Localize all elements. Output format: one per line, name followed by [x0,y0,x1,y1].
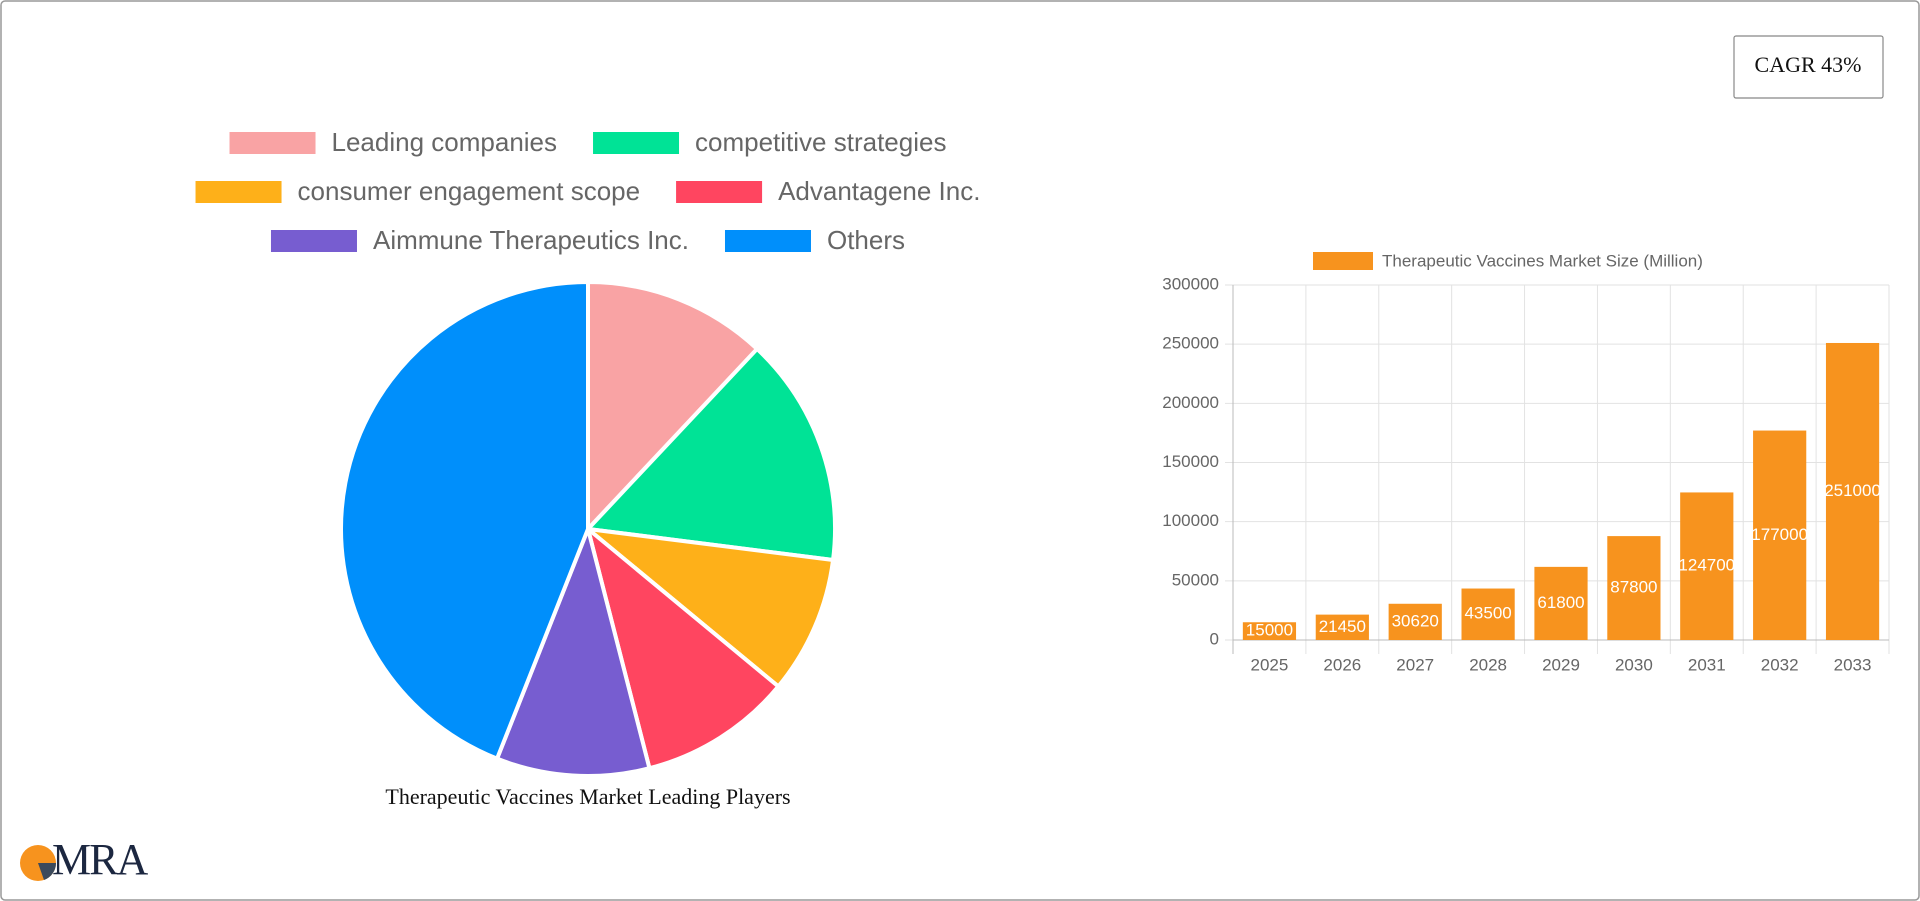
y-tick-label: 0 [1210,629,1219,648]
bar-value-label: 61800 [1537,593,1584,612]
bar [1607,536,1661,640]
cagr-label: CAGR 43% [1755,52,1862,77]
legend-swatch [593,132,680,154]
x-tick-label: 2031 [1688,655,1726,674]
bar-value-label: 177000 [1751,525,1808,544]
pie-slice [581,526,836,690]
bar [1461,588,1515,640]
legend-label: competitive strategies [695,127,946,157]
y-tick-label: 50000 [1172,570,1219,589]
x-tick-label: 2026 [1323,655,1361,674]
x-tick-label: 2027 [1396,655,1434,674]
legend-swatch [270,230,357,252]
legend-label: Others [827,225,905,255]
bar [1753,430,1807,640]
bar-value-label: 124700 [1678,556,1735,575]
bar-value-label: 43500 [1464,604,1511,623]
logo: MRA [20,835,150,884]
bar [1388,603,1442,640]
legend-swatch [229,132,316,154]
bar [1534,566,1588,640]
legend-label: consumer engagement scope [298,176,641,206]
bar [1315,614,1369,640]
legend-label: Leading companies [332,127,558,157]
bar-value-label: 21450 [1319,617,1366,636]
bar [1825,342,1880,640]
x-tick-label: 2032 [1761,655,1799,674]
y-tick-label: 100000 [1162,511,1219,530]
legend-item: Aimmune Therapeutics Inc. [270,225,689,255]
x-tick-label: 2030 [1615,655,1653,674]
legend-label: Advantagene Inc. [778,176,980,206]
bar-chart: 0 50000 100000 150000 200000 250000 300000 Ther… [1162,251,1890,674]
x-tick-label: 2033 [1834,655,1872,674]
logo-text: MRA [52,835,148,884]
cagr-box [1733,35,1884,99]
legend-swatch [195,181,282,203]
legend-label: Therapeutic Vaccines Market Size (Millio… [1382,251,1703,270]
logo-icon-wedge [38,863,57,880]
legend-item: Leading companies [229,127,558,157]
bar-value-label: 87800 [1610,578,1657,597]
pie-slice [586,279,760,535]
y-tick-label: 300000 [1162,274,1219,293]
bar [1242,622,1297,640]
y-tick-label: 200000 [1162,393,1219,412]
legend-swatch [724,230,811,252]
x-tick-label: 2028 [1469,655,1507,674]
bar-value-label: 30620 [1392,611,1439,630]
pie-slice [494,522,652,778]
legend-item: consumer engagement scope [195,176,641,206]
bar-value-label: 15000 [1246,621,1293,640]
pie-slice [339,279,590,762]
pie-title: Therapeutic Vaccines Market Leading Play… [385,784,790,809]
legend-swatch [676,181,763,203]
legend-swatch [1313,252,1373,270]
pie-chart: Leading companies competitive strategies c… [195,127,980,778]
pie-slice [583,346,837,563]
x-tick-label: 2029 [1542,655,1580,674]
x-tick-label: 2025 [1251,655,1289,674]
y-tick-label: 250000 [1162,334,1219,353]
bar [1680,492,1734,640]
legend-item: competitive strategies [593,127,946,157]
legend-item: Others [724,225,905,255]
y-tick-label: 150000 [1162,452,1219,471]
bar-value-label: 251000 [1824,481,1881,500]
legend-item: Advantagene Inc. [676,176,980,206]
legend-label: Aimmune Therapeutics Inc. [373,225,689,255]
